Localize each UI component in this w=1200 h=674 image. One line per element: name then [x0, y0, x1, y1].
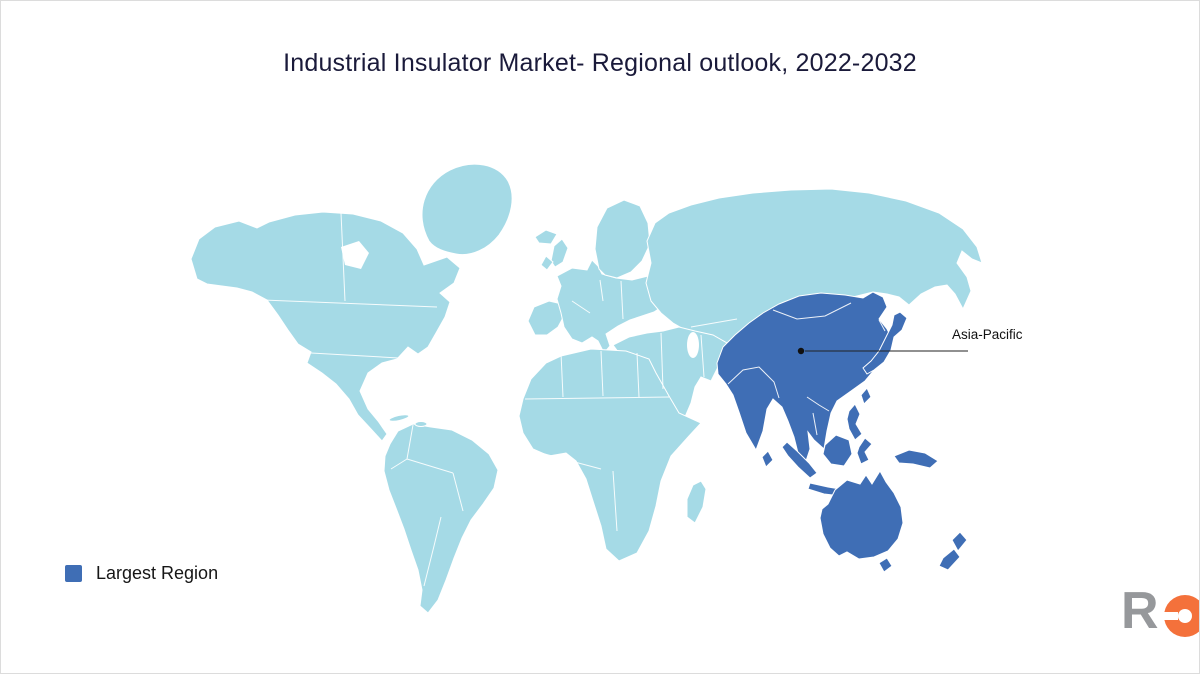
region-new-zealand-south: [938, 548, 961, 571]
region-australia: [819, 470, 904, 560]
region-greenland: [421, 163, 513, 256]
region-philippines: [846, 403, 863, 441]
region-north-america: [190, 211, 461, 442]
region-tasmania: [878, 557, 893, 573]
hudson-bay: [341, 241, 369, 269]
region-uk: [550, 238, 569, 268]
legend-swatch-largest-region: [65, 565, 82, 582]
region-new-zealand-north: [951, 531, 968, 552]
brand-logo: R: [1121, 583, 1199, 643]
logo-orange-mark-icon: [1159, 595, 1199, 637]
region-new-guinea: [893, 449, 939, 469]
region-cuba: [388, 414, 410, 422]
region-asia-pacific-mainland: [716, 291, 894, 462]
region-scandinavia: [594, 199, 651, 279]
region-borneo: [822, 434, 853, 467]
map-annotation: Asia-Pacific: [797, 327, 1023, 355]
logo-letter: R: [1121, 582, 1159, 640]
page-title: Industrial Insulator Market- Regional ou…: [283, 49, 917, 77]
region-sri-lanka: [761, 450, 774, 468]
region-japan: [862, 311, 908, 375]
region-taiwan: [860, 387, 872, 405]
region-ireland: [540, 255, 554, 271]
annotation-dot: [797, 347, 805, 355]
legend-label: Largest Region: [96, 563, 219, 583]
map-highlight-regions: [716, 291, 968, 573]
caspian-sea: [687, 332, 699, 358]
country-borders: [262, 212, 886, 587]
region-sumatra: [781, 441, 818, 479]
region-africa: [518, 348, 702, 562]
annotation-label: Asia-Pacific: [952, 327, 1023, 342]
region-sulawesi: [856, 437, 873, 465]
region-hispaniola: [414, 421, 428, 427]
legend: Largest Region: [65, 563, 218, 584]
region-madagascar: [686, 480, 707, 524]
region-iceland: [534, 229, 558, 245]
